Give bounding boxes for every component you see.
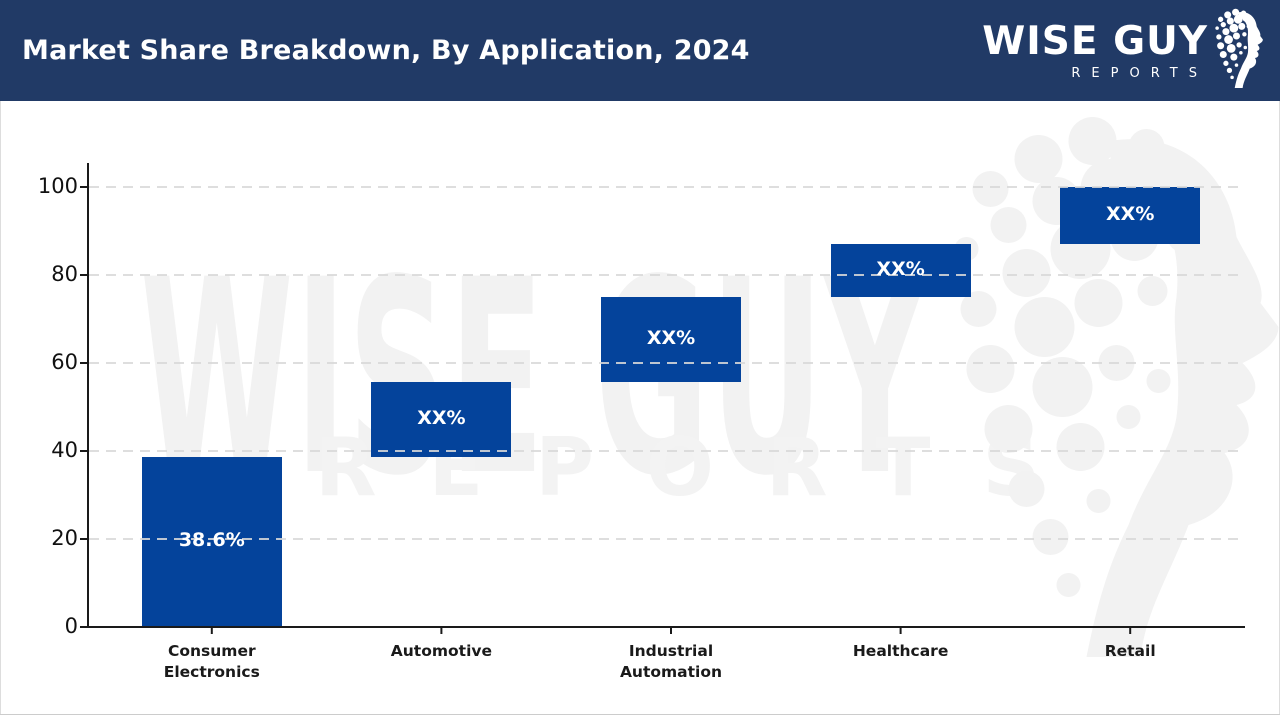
- x-category-label-automotive: Automotive: [326, 641, 556, 662]
- wise-guy-reports-logo: WISE GUY REPORTS: [982, 5, 1270, 97]
- y-tick-label-60: 60: [51, 350, 78, 374]
- y-tick-label-0: 0: [64, 614, 78, 638]
- logo-subtitle: REPORTS: [1071, 66, 1208, 81]
- x-category-label-consumer-electronics: Consumer Electronics: [97, 641, 327, 683]
- bar-value-label-healthcare: XX%: [876, 257, 925, 280]
- bar-healthcare: [830, 244, 971, 297]
- x-category-label-line: Automation: [619, 663, 723, 681]
- x-category-label-line: Healthcare: [852, 642, 949, 660]
- bar-automotive: [371, 382, 512, 458]
- bar-value-label-automotive: XX%: [417, 406, 466, 429]
- header: Market Share Breakdown, By Application, …: [0, 0, 1280, 101]
- x-category-label-line: Industrial: [628, 642, 714, 660]
- bar-retail: [1060, 187, 1201, 245]
- x-category-label-line: Consumer: [167, 642, 256, 660]
- x-category-label-line: Retail: [1104, 642, 1156, 660]
- y-tick-label-100: 100: [37, 174, 78, 198]
- logo-text: WISE GUY REPORTS: [982, 19, 1208, 82]
- card-left-border: [0, 101, 1, 714]
- x-category-label-line: Automotive: [390, 642, 492, 660]
- x-category-label-healthcare: Healthcare: [786, 641, 1016, 662]
- logo-wordmark: WISE GUY: [982, 19, 1208, 64]
- y-tick-label-20: 20: [51, 526, 78, 550]
- bar-industrial-automation: [601, 297, 741, 383]
- x-category-label-line: Electronics: [163, 663, 260, 681]
- y-tick-label-40: 40: [51, 438, 78, 462]
- x-category-label-retail: Retail: [1015, 641, 1245, 662]
- bar-value-label-consumer-electronics: 38.6%: [178, 529, 245, 552]
- y-tick-label-80: 80: [51, 262, 78, 286]
- logo-face-icon: [1215, 8, 1263, 88]
- chart-title: Market Share Breakdown, By Application, …: [22, 35, 750, 66]
- bar-value-label-retail: XX%: [1106, 202, 1155, 225]
- bar-consumer-electronics: [141, 457, 282, 627]
- x-category-label-industrial-automation: Industrial Automation: [556, 641, 786, 683]
- watermark-face-icon: [954, 117, 1279, 657]
- bar-value-label-industrial-automation: XX%: [646, 326, 696, 349]
- card-bottom-border: [0, 714, 1280, 715]
